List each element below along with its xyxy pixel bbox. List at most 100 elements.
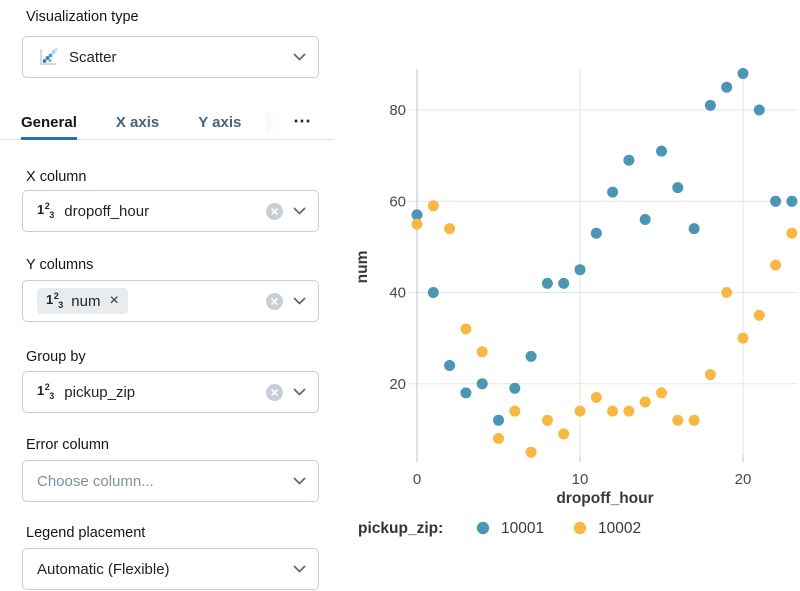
error-column-placeholder: Choose column... bbox=[37, 472, 154, 490]
data-point-10002 bbox=[558, 428, 570, 440]
data-point-10001 bbox=[737, 68, 749, 79]
tab-y-axis[interactable]: Y axis bbox=[198, 113, 242, 131]
legend-placement-label: Legend placement bbox=[26, 525, 146, 541]
data-point-10001 bbox=[753, 104, 765, 116]
data-point-10001 bbox=[721, 81, 733, 93]
number-type-icon: 123 bbox=[46, 291, 64, 310]
chevron-down-icon bbox=[293, 53, 306, 61]
data-point-10002 bbox=[688, 414, 700, 426]
y-axis-title: num bbox=[354, 251, 371, 284]
y-tick-label: 40 bbox=[389, 285, 406, 302]
y-column-chip[interactable]: 123 num × bbox=[37, 288, 128, 314]
data-point-10002 bbox=[509, 405, 521, 417]
tabs-fade bbox=[244, 105, 296, 138]
y-tick-label: 80 bbox=[389, 102, 406, 119]
x-axis-title: dropoff_hour bbox=[556, 490, 653, 507]
y-columns-select[interactable]: 123 num × bbox=[22, 280, 319, 322]
y-tick-label: 20 bbox=[389, 376, 406, 393]
scatter-plot-svg: 20 40 60 80 0 10 20 dropoff_hour num pickup_zip: 1… bbox=[354, 68, 798, 537]
data-point-10001 bbox=[770, 195, 782, 207]
chevron-down-icon bbox=[293, 565, 306, 573]
remove-chip-icon[interactable]: × bbox=[109, 292, 119, 309]
data-point-10001 bbox=[558, 277, 570, 289]
viz-type-select[interactable]: Scatter bbox=[22, 36, 319, 78]
legend-label-10001: 10001 bbox=[501, 520, 544, 537]
x-column-value: dropoff_hour bbox=[64, 202, 150, 220]
config-tabs: General X axis Y axis ⋯ bbox=[0, 105, 334, 140]
y-columns-label: Y columns bbox=[26, 257, 94, 273]
data-point-10002 bbox=[541, 414, 553, 426]
data-point-10001 bbox=[590, 227, 602, 239]
data-point-10001 bbox=[411, 209, 423, 221]
circle-x-icon[interactable] bbox=[266, 202, 283, 220]
data-point-10002 bbox=[656, 387, 667, 399]
viz-type-label: Visualization type bbox=[26, 9, 139, 25]
data-point-10002 bbox=[427, 200, 439, 212]
data-point-10001 bbox=[623, 154, 635, 166]
circle-x-icon[interactable] bbox=[266, 383, 283, 401]
x-column-label: X column bbox=[26, 169, 87, 185]
data-point-10001 bbox=[672, 182, 684, 194]
group-by-value: pickup_zip bbox=[64, 383, 136, 401]
group-by-label: Group by bbox=[26, 349, 86, 365]
viz-type-value: Scatter bbox=[69, 48, 117, 66]
viz-config-panel: Visualization type Scatter General X axi… bbox=[0, 0, 340, 590]
data-point-10002 bbox=[672, 414, 684, 426]
tab-x-axis[interactable]: X axis bbox=[115, 113, 160, 131]
data-point-10001 bbox=[574, 264, 586, 276]
data-point-10002 bbox=[460, 323, 472, 335]
data-point-10002 bbox=[525, 446, 537, 458]
data-point-10002 bbox=[476, 346, 488, 358]
data-point-10002 bbox=[411, 218, 423, 230]
x-column-select[interactable]: 123 dropoff_hour bbox=[22, 190, 319, 232]
data-point-10001 bbox=[493, 414, 504, 426]
data-point-10001 bbox=[509, 382, 521, 394]
legend-placement-value: Automatic (Flexible) bbox=[37, 560, 170, 578]
data-point-10001 bbox=[607, 186, 619, 198]
legend-label-10002: 10002 bbox=[598, 520, 641, 537]
legend-title: pickup_zip: bbox=[358, 520, 443, 537]
chevron-down-icon bbox=[293, 388, 306, 396]
data-point-10002 bbox=[770, 259, 782, 271]
chevron-down-icon bbox=[293, 297, 306, 305]
y-tick-label: 60 bbox=[389, 193, 406, 210]
error-column-select[interactable]: Choose column... bbox=[22, 460, 319, 502]
data-point-10002 bbox=[444, 223, 456, 235]
x-tick-label: 0 bbox=[413, 471, 421, 488]
group-by-select[interactable]: 123 pickup_zip bbox=[22, 371, 319, 413]
data-point-10002 bbox=[639, 396, 651, 408]
data-point-10002 bbox=[737, 332, 749, 344]
data-point-10002 bbox=[574, 405, 586, 417]
data-point-10002 bbox=[590, 391, 602, 403]
legend-swatch-10002 bbox=[573, 521, 587, 535]
data-point-10002 bbox=[704, 369, 716, 381]
circle-x-icon[interactable] bbox=[266, 292, 283, 310]
data-point-10002 bbox=[607, 405, 619, 417]
chevron-down-icon bbox=[293, 477, 306, 485]
data-point-10002 bbox=[493, 433, 504, 444]
legend-placement-select[interactable]: Automatic (Flexible) bbox=[22, 548, 319, 590]
data-point-10001 bbox=[688, 223, 700, 235]
scatter-chart: 20 40 60 80 0 10 20 dropoff_hour num pickup_zip: 1… bbox=[340, 0, 800, 586]
data-point-10001 bbox=[444, 360, 456, 371]
legend-swatch-10001 bbox=[476, 521, 490, 535]
data-point-10002 bbox=[623, 405, 635, 417]
x-tick-label: 20 bbox=[735, 471, 752, 488]
tabs-overflow-button[interactable]: ⋯ bbox=[293, 111, 312, 131]
chevron-down-icon bbox=[293, 207, 306, 215]
data-point-10002 bbox=[721, 287, 733, 298]
number-type-icon: 123 bbox=[37, 382, 55, 401]
data-point-10001 bbox=[525, 350, 537, 362]
data-point-10001 bbox=[460, 387, 472, 399]
data-point-10001 bbox=[541, 277, 553, 289]
data-point-10001 bbox=[639, 214, 651, 225]
tab-general[interactable]: General bbox=[21, 105, 77, 140]
data-point-10001 bbox=[427, 287, 439, 298]
y-column-chip-value: num bbox=[71, 292, 101, 310]
scatter-icon bbox=[37, 46, 59, 68]
x-tick-label: 10 bbox=[572, 471, 589, 488]
data-point-10001 bbox=[476, 378, 488, 390]
data-point-10001 bbox=[786, 195, 798, 207]
data-point-10002 bbox=[753, 309, 765, 321]
data-point-10001 bbox=[704, 99, 716, 111]
